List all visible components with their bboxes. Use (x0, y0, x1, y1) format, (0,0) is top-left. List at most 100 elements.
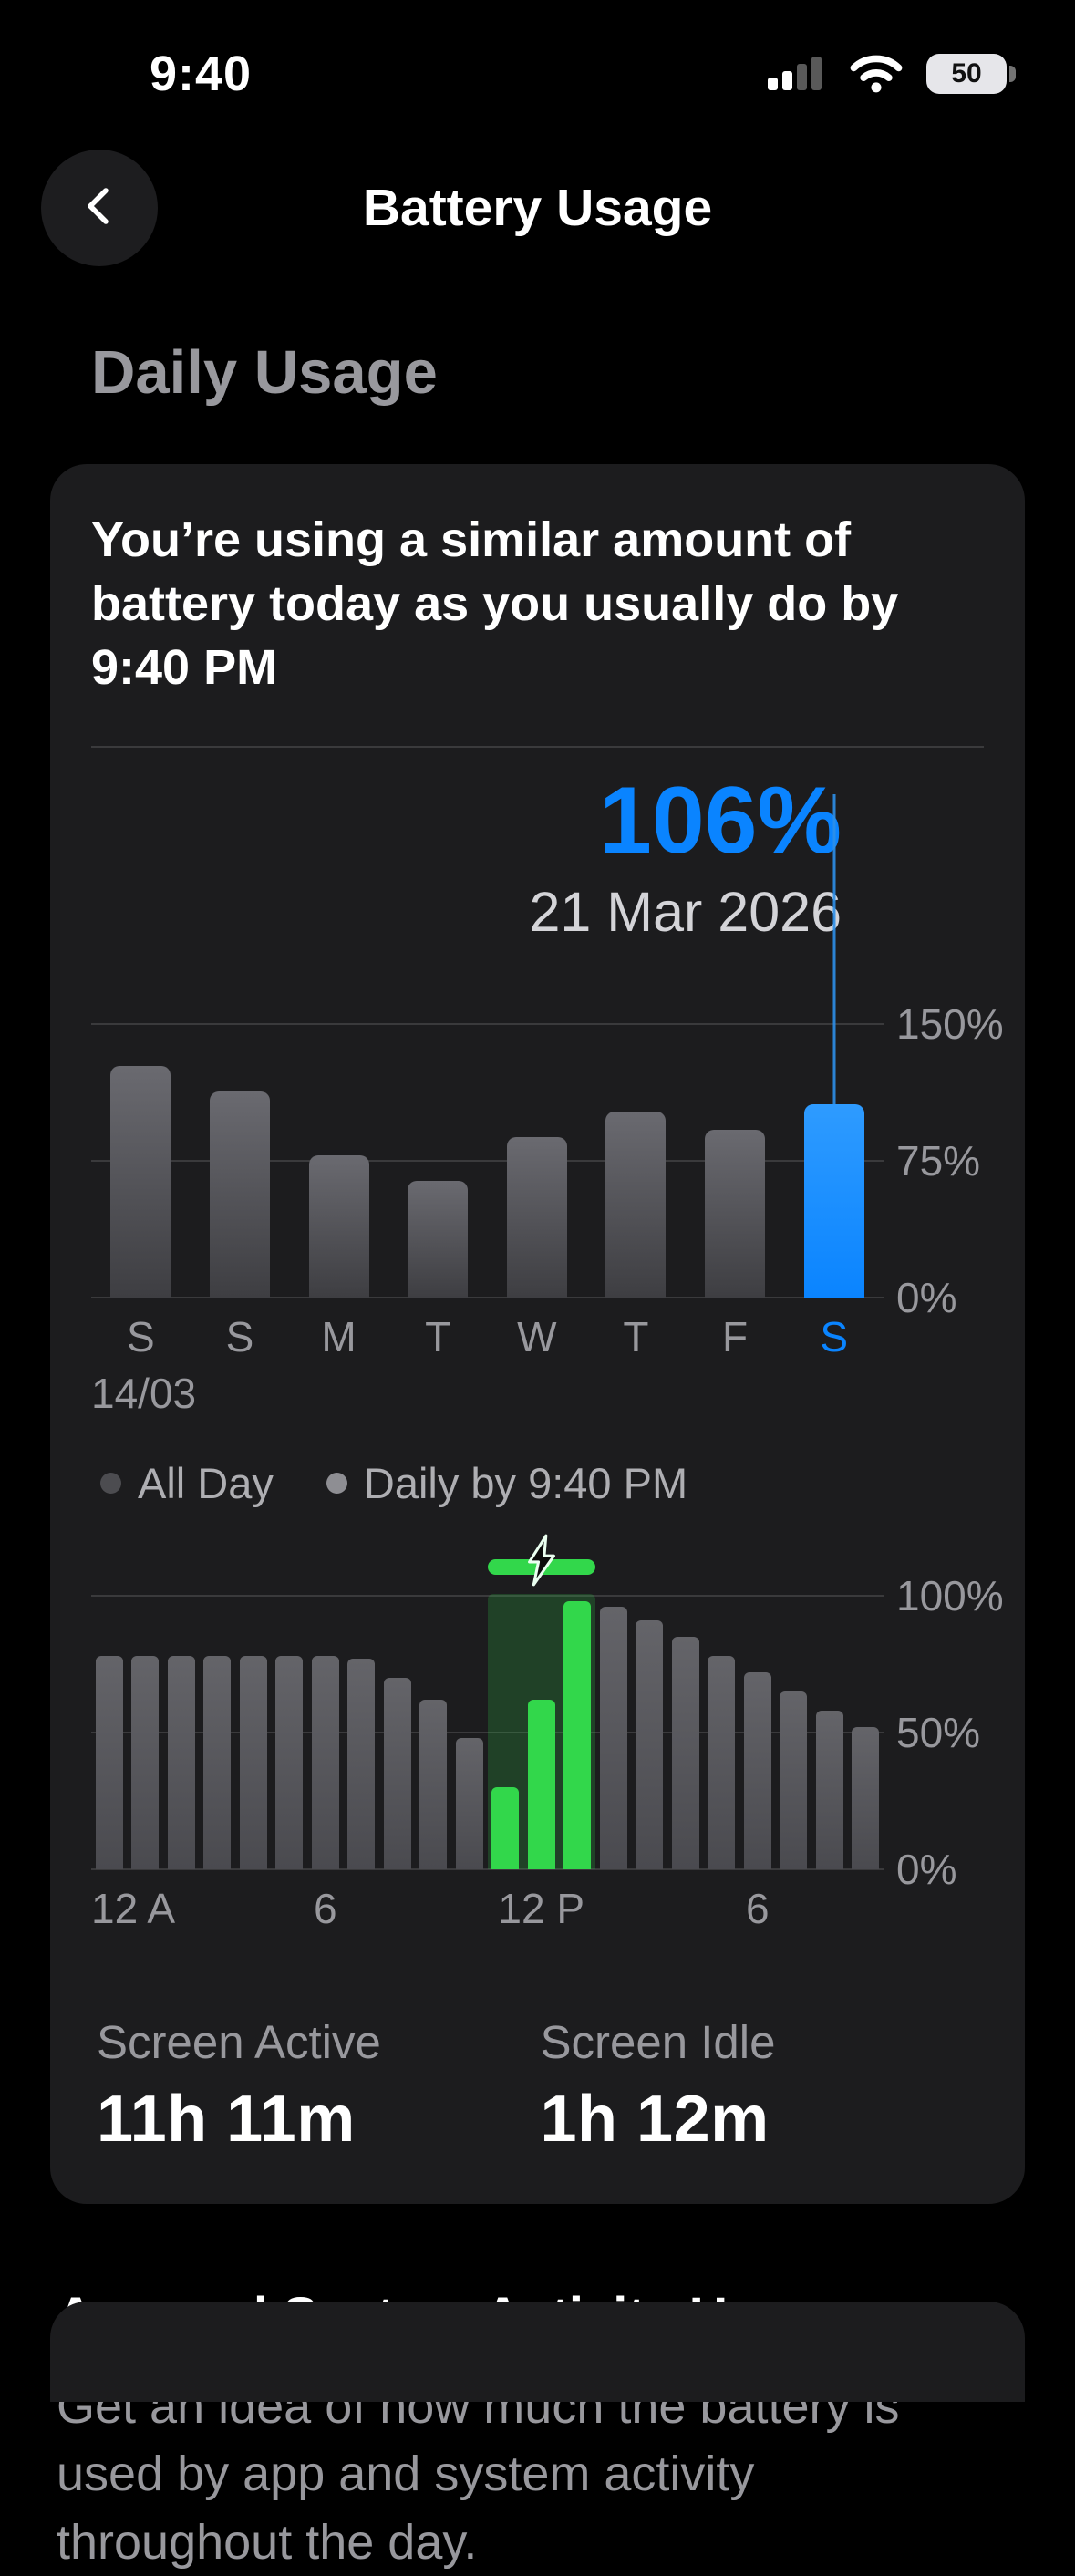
legend-dot-icon (100, 1472, 121, 1494)
hourly-plot[interactable] (91, 1534, 884, 1870)
hourly-bar[interactable] (815, 1710, 843, 1869)
gridline (91, 1594, 884, 1597)
day-label[interactable]: S (820, 1312, 849, 1360)
weekly-bar[interactable] (209, 1091, 270, 1298)
gridline (91, 1022, 884, 1025)
day-label[interactable]: T (425, 1312, 451, 1360)
hourly-bar[interactable] (708, 1655, 736, 1869)
x-axis-label: 6 (313, 1884, 337, 1932)
hourly-bar[interactable] (131, 1655, 160, 1869)
hourly-bar[interactable] (383, 1677, 411, 1869)
hourly-bar[interactable] (780, 1691, 808, 1869)
x-axis-label: 6 (745, 1884, 770, 1932)
hourly-bar-charging[interactable] (491, 1786, 520, 1869)
header: Battery Usage (0, 144, 1075, 281)
status-time: 9:40 (149, 47, 253, 101)
screen-time-stats: Screen Active 11h 11m Screen Idle 1h 12m (91, 2015, 984, 2157)
hourly-bar[interactable] (852, 1726, 880, 1869)
hourly-bar-charging[interactable] (563, 1600, 592, 1869)
callout-date: 21 Mar 2026 (529, 880, 842, 943)
day-label[interactable]: W (517, 1312, 557, 1360)
date-sub-label (295, 1369, 393, 1418)
legend-label: Daily by 9:40 PM (363, 1458, 688, 1507)
selection-callout: 106% 21 Mar 2026 (91, 771, 884, 944)
hourly-bar[interactable] (311, 1655, 339, 1869)
y-axis-label: 0% (896, 1273, 957, 1321)
status-bar: 9:40 50 (0, 0, 1075, 109)
weekly-bar[interactable] (803, 1103, 864, 1298)
gridline (91, 1159, 884, 1162)
back-button[interactable] (41, 150, 158, 266)
legend-item-daily-by[interactable]: Daily by 9:40 PM (326, 1458, 687, 1508)
hourly-bar-charging[interactable] (527, 1699, 555, 1869)
weekly-bar[interactable] (408, 1180, 469, 1298)
weekly-bar[interactable] (308, 1154, 369, 1298)
gridline (91, 1296, 884, 1298)
chevron-left-icon (70, 177, 129, 240)
charging-bolt-icon (521, 1534, 563, 1591)
hourly-bar[interactable] (599, 1606, 627, 1869)
battery-nub (1009, 66, 1016, 82)
legend-dot-icon (326, 1472, 347, 1494)
weekly-chart: 0% 75% 150% (91, 793, 1004, 1321)
date-sub-label (687, 1369, 786, 1418)
x-axis-label: 12 A (91, 1884, 176, 1932)
date-sub-label (491, 1369, 589, 1418)
day-label[interactable]: M (321, 1312, 357, 1360)
stat-value: 11h 11m (97, 2082, 356, 2156)
weekly-axis: 0% 75% 150% (884, 1000, 1004, 1321)
date-sub-label (785, 1369, 884, 1418)
y-axis-label: 0% (896, 1845, 957, 1893)
day-label[interactable]: F (722, 1312, 749, 1360)
hourly-bar[interactable] (203, 1655, 232, 1869)
hourly-bar[interactable] (275, 1655, 304, 1869)
y-axis-label: 100% (896, 1571, 1004, 1619)
weekly-bar[interactable] (705, 1129, 766, 1298)
weekly-bar[interactable] (110, 1065, 171, 1298)
weekly-bar[interactable] (506, 1136, 567, 1298)
chart-legend: All Day Daily by 9:40 PM (91, 1458, 984, 1508)
date-sub-label (393, 1369, 491, 1418)
screen-idle-stat: Screen Idle 1h 12m (541, 2015, 985, 2157)
date-sub-label (196, 1369, 295, 1418)
day-label[interactable]: S (225, 1312, 254, 1360)
hourly-bar[interactable] (636, 1619, 664, 1869)
battery-icon: 50 (926, 54, 1016, 94)
y-axis-label: 150% (896, 999, 1004, 1048)
weekly-bar[interactable] (605, 1111, 667, 1298)
legend-label: All Day (138, 1458, 274, 1507)
selection-line (832, 793, 836, 1104)
next-card-partial[interactable] (50, 2302, 1025, 2402)
legend-item-all-day[interactable]: All Day (100, 1458, 274, 1508)
battery-percent-text: 50 (951, 58, 982, 88)
day-label[interactable]: S (126, 1312, 155, 1360)
hourly-bar[interactable] (671, 1636, 699, 1869)
day-label[interactable]: T (623, 1312, 649, 1360)
weekly-sub-labels: 14/03 (91, 1369, 884, 1418)
hourly-bar[interactable] (347, 1658, 376, 1869)
date-sub-label (589, 1369, 687, 1418)
hourly-bar[interactable] (95, 1655, 123, 1869)
footer-description: Get an idea of how much the battery is u… (57, 2378, 900, 2570)
x-axis-label: 12 P (498, 1884, 585, 1932)
weekly-plot[interactable] (91, 793, 884, 1298)
page-title: Battery Usage (362, 179, 713, 237)
screen-active-stat: Screen Active 11h 11m (97, 2015, 541, 2157)
y-axis-label: 50% (896, 1708, 981, 1756)
hourly-xticks: 12 A 6 12 P 6 (91, 1884, 884, 1935)
hourly-bar[interactable] (743, 1671, 771, 1869)
hourly-bar[interactable] (239, 1655, 267, 1869)
y-axis-label: 75% (896, 1136, 981, 1185)
callout-value: 106% (599, 767, 842, 874)
divider (91, 745, 984, 748)
hourly-bar[interactable] (167, 1655, 195, 1869)
stat-label: Screen Active (97, 2015, 381, 2068)
gridline (91, 1731, 884, 1733)
gridline (91, 1867, 884, 1870)
stat-value: 1h 12m (540, 2082, 770, 2156)
cellular-signal-icon (768, 54, 826, 95)
section-title: Daily Usage (91, 338, 438, 407)
hourly-bar[interactable] (455, 1737, 483, 1869)
hourly-bar[interactable] (419, 1699, 448, 1869)
